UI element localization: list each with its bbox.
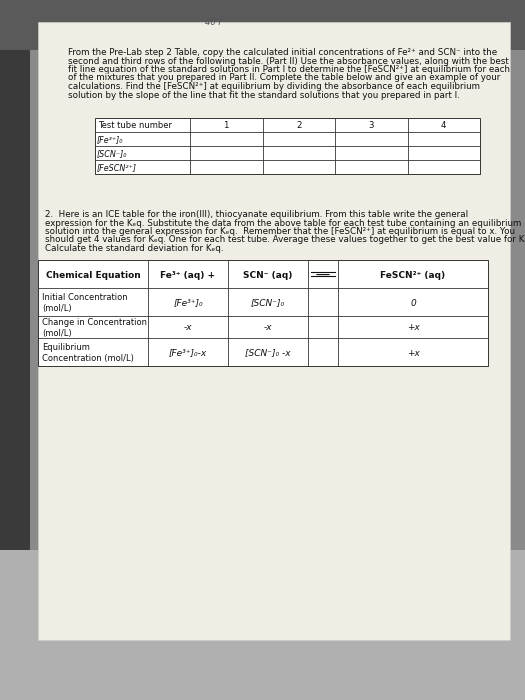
Text: From the Pre-Lab step 2 Table, copy the calculated initial concentrations of Fe²: From the Pre-Lab step 2 Table, copy the … xyxy=(68,48,497,57)
Text: -x: -x xyxy=(264,323,272,332)
Bar xyxy=(0,550,525,700)
Bar xyxy=(95,118,480,174)
Text: calculations. Find the [FeSCN²⁺] at equilibrium by dividing the absorbance of ea: calculations. Find the [FeSCN²⁺] at equi… xyxy=(68,82,480,91)
Text: Equilibrium
Concentration (mol/L): Equilibrium Concentration (mol/L) xyxy=(42,343,134,363)
Text: fit line equation of the standard solutions in Part I to determine the [FeSCN²⁺]: fit line equation of the standard soluti… xyxy=(68,65,510,74)
Text: second and third rows of the following table. (Part II) Use the absorbance value: second and third rows of the following t… xyxy=(68,57,509,66)
Text: solution by the slope of the line that fit the standard solutions that you prepa: solution by the slope of the line that f… xyxy=(68,90,460,99)
Text: 1: 1 xyxy=(224,122,229,130)
Text: 3: 3 xyxy=(369,122,374,130)
Text: [Fe³⁺]₀-x: [Fe³⁺]₀-x xyxy=(169,349,207,358)
Text: Change in Concentration
(mol/L): Change in Concentration (mol/L) xyxy=(42,318,147,337)
Text: [Fe³⁺]₀: [Fe³⁺]₀ xyxy=(173,298,203,307)
Text: +x: +x xyxy=(406,349,419,358)
Text: [FeSCN²⁺]: [FeSCN²⁺] xyxy=(97,164,137,172)
Text: +x: +x xyxy=(406,323,419,332)
Text: 2: 2 xyxy=(296,122,301,130)
Text: SCN⁻ (aq): SCN⁻ (aq) xyxy=(243,270,293,279)
Text: [Fe³⁺]₀: [Fe³⁺]₀ xyxy=(97,136,123,144)
Bar xyxy=(0,0,525,50)
Text: -x: -x xyxy=(184,323,192,332)
Text: 4: 4 xyxy=(441,122,446,130)
Text: [SCN⁻]₀ -x: [SCN⁻]₀ -x xyxy=(245,349,291,358)
Text: 2.  Here is an ICE table for the iron(III), thiocyanate equilibrium. From this t: 2. Here is an ICE table for the iron(III… xyxy=(45,210,468,219)
Text: ——: —— xyxy=(316,270,331,279)
Bar xyxy=(0,0,30,700)
Text: FeSCN²⁺ (aq): FeSCN²⁺ (aq) xyxy=(381,270,446,279)
Text: 40 I: 40 I xyxy=(205,18,221,27)
Bar xyxy=(38,22,510,640)
Text: Fe³⁺ (aq) +: Fe³⁺ (aq) + xyxy=(161,270,216,279)
Text: [SCN⁻]₀: [SCN⁻]₀ xyxy=(251,298,285,307)
Text: solution into the general expression for Kₑq.  Remember that the [FeSCN²⁺] at eq: solution into the general expression for… xyxy=(45,227,515,236)
Text: 0: 0 xyxy=(410,298,416,307)
Text: Test tube number: Test tube number xyxy=(98,122,172,130)
Text: expression for the Kₑq. Substitute the data from the above table for each test t: expression for the Kₑq. Substitute the d… xyxy=(45,218,521,228)
Text: should get 4 values for Kₑq. One for each test tube. Average these values togeth: should get 4 values for Kₑq. One for eac… xyxy=(45,235,525,244)
Text: Chemical Equation: Chemical Equation xyxy=(46,270,140,279)
Text: Initial Concentration
(mol/L): Initial Concentration (mol/L) xyxy=(42,293,128,313)
Bar xyxy=(38,260,488,366)
Text: of the mixtures that you prepared in Part II. Complete the table below and give : of the mixtures that you prepared in Par… xyxy=(68,74,500,83)
Text: Calculate the standard deviation for Kₑq.: Calculate the standard deviation for Kₑq… xyxy=(45,244,224,253)
Text: [SCN⁻]₀: [SCN⁻]₀ xyxy=(97,150,128,158)
